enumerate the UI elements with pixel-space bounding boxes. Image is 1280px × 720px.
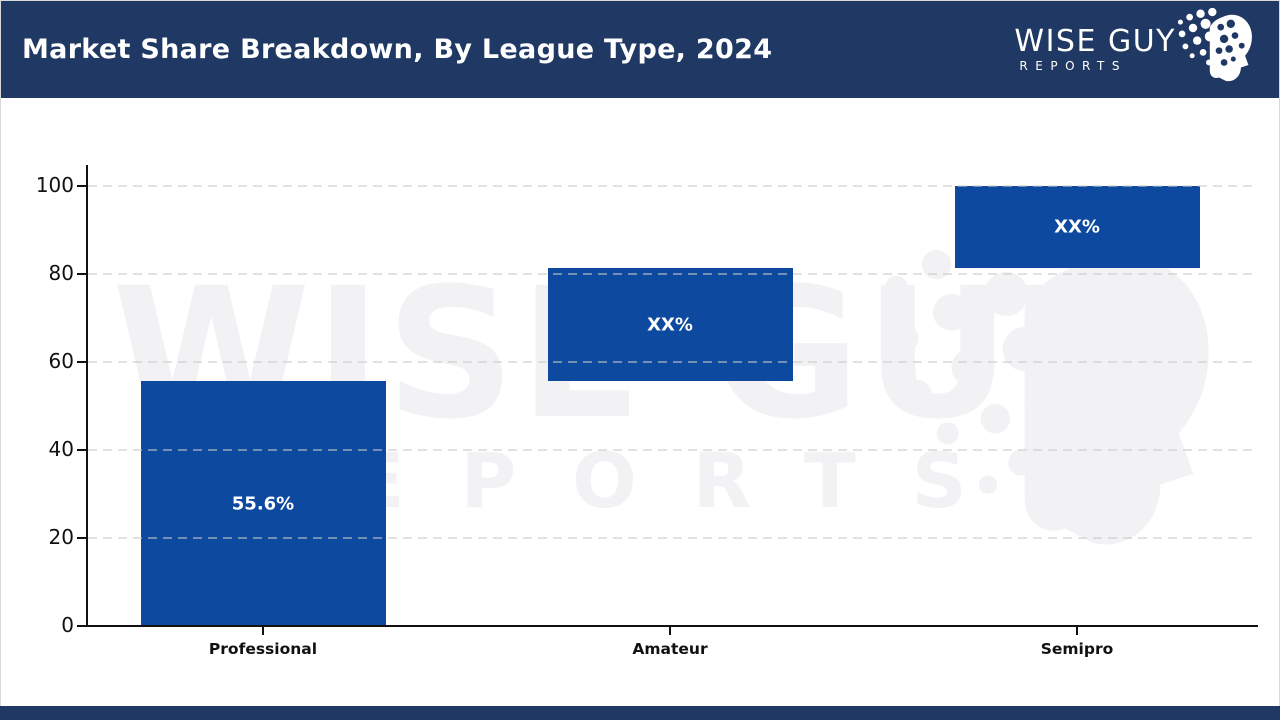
- y-tick-label: 100: [35, 173, 74, 197]
- footer-bar: [0, 706, 1280, 720]
- y-tick-mark: [77, 449, 86, 451]
- dotted-head-icon: [1177, 7, 1252, 82]
- brand-subtitle: REPORTS: [1019, 58, 1127, 73]
- x-tick-mark: [262, 627, 264, 635]
- gridline-y80: [88, 273, 1256, 275]
- page-title: Market Share Breakdown, By League Type, …: [22, 33, 773, 65]
- y-tick-mark: [77, 537, 86, 539]
- header-bar: Market Share Breakdown, By League Type, …: [0, 0, 1280, 98]
- gridline-y20: [88, 537, 1256, 539]
- brand-logo: WISE GUY REPORTS: [1014, 7, 1256, 91]
- bar-value-label: XX%: [1054, 216, 1100, 238]
- bar-semipro: [954, 186, 1200, 269]
- brand-logo-text: WISE GUY REPORTS: [1014, 23, 1176, 73]
- x-category-label: Professional: [208, 640, 318, 658]
- x-category-label: Amateur: [632, 640, 708, 658]
- bar-value-label: 55.6%: [231, 493, 295, 515]
- y-tick-mark: [77, 625, 86, 627]
- y-tick-label: 20: [48, 525, 74, 549]
- x-category-label: Semipro: [1040, 640, 1114, 658]
- y-tick-label: 80: [48, 261, 74, 285]
- y-tick-mark: [77, 273, 86, 275]
- gridline-y60: [88, 361, 1256, 363]
- y-axis-line: [86, 165, 88, 627]
- y-tick-mark: [77, 361, 86, 363]
- y-tick-label: 60: [48, 349, 74, 373]
- gridline-y100: [88, 185, 1256, 187]
- bar-professional: [140, 381, 386, 626]
- y-tick-mark: [77, 185, 86, 187]
- gridline-y40: [88, 449, 1256, 451]
- x-axis-line: [86, 625, 1258, 627]
- x-tick-mark: [669, 627, 671, 635]
- y-tick-label: 0: [61, 613, 74, 637]
- brand-name: WISE GUY: [1014, 23, 1176, 59]
- bar-value-label: XX%: [647, 314, 693, 336]
- watermark-head-icon: [885, 228, 1209, 545]
- y-tick-label: 40: [48, 437, 74, 461]
- x-tick-mark: [1076, 627, 1078, 635]
